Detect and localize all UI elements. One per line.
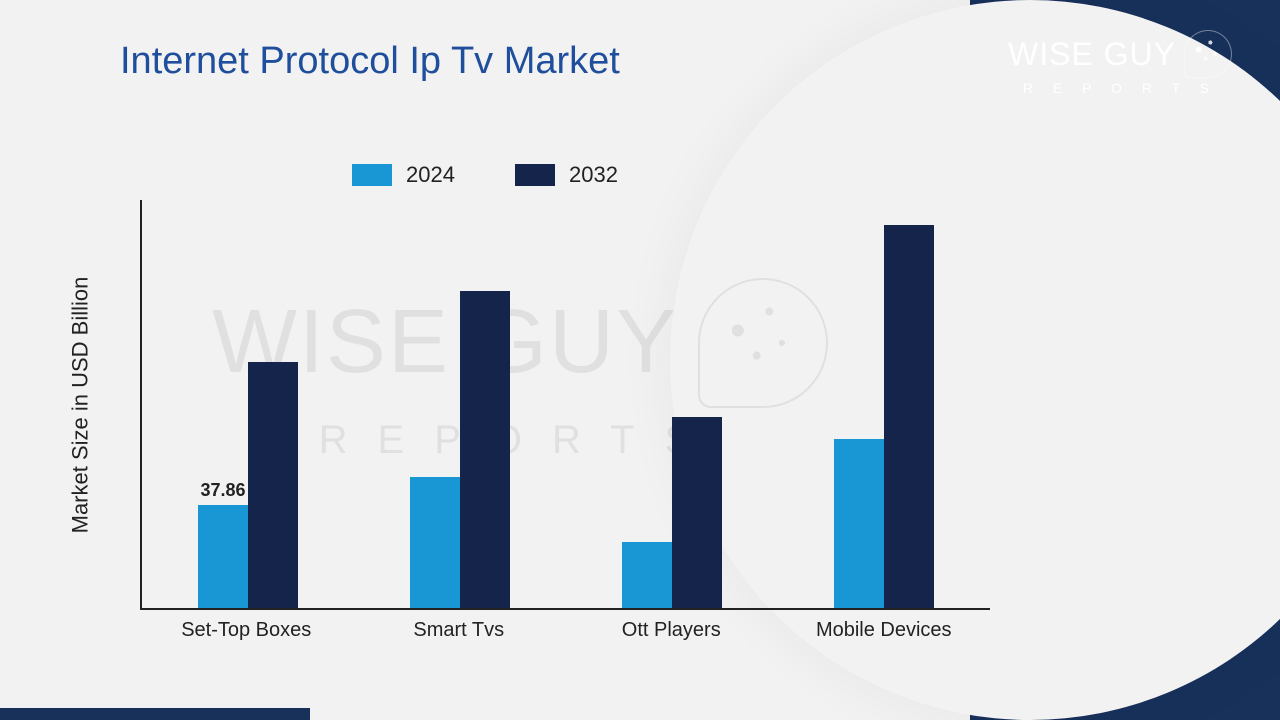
bar: [834, 439, 884, 608]
chart-title: Internet Protocol Ip Tv Market: [120, 40, 620, 83]
bar: [884, 225, 934, 608]
x-axis-category-label: Set-Top Boxes: [166, 610, 326, 670]
legend-swatch-2032: [515, 164, 555, 186]
brand-main-text: WISE GUY: [1008, 36, 1176, 73]
footer-accent-bar: [0, 708, 310, 720]
x-axis-category-label: Mobile Devices: [804, 610, 964, 670]
legend-item-2032: 2032: [515, 162, 618, 188]
y-axis-label: Market Size in USD Billion: [67, 277, 93, 534]
bar: 37.86: [198, 505, 248, 608]
bar: [248, 362, 298, 608]
bar: [622, 542, 672, 608]
bar-value-label: 37.86: [200, 480, 245, 501]
legend-swatch-2024: [352, 164, 392, 186]
bar: [460, 291, 510, 608]
legend-label-2032: 2032: [569, 162, 618, 188]
plot-area: 37.86: [140, 200, 990, 610]
bar-group: [804, 225, 964, 608]
x-axis-category-label: Ott Players: [591, 610, 751, 670]
brand-logo: WISE GUY R E P O R T S: [990, 30, 1250, 96]
legend-item-2024: 2024: [352, 162, 455, 188]
bar: [410, 477, 460, 608]
bar-group: 37.86: [168, 362, 328, 608]
x-axis-category-label: Smart Tvs: [379, 610, 539, 670]
chart-area: Market Size in USD Billion 37.86 Set-Top…: [60, 200, 990, 670]
bar-group: [380, 291, 540, 608]
brand-head-icon: [1184, 30, 1232, 78]
bar: [672, 417, 722, 608]
brand-sub-text: R E P O R T S: [990, 80, 1250, 96]
y-axis-label-wrap: Market Size in USD Billion: [60, 200, 100, 610]
bar-groups: 37.86: [142, 200, 990, 608]
bar-group: [592, 417, 752, 608]
x-axis-labels: Set-Top Boxes Smart Tvs Ott Players Mobile …: [140, 610, 990, 670]
legend: 2024 2032: [0, 162, 970, 188]
legend-label-2024: 2024: [406, 162, 455, 188]
